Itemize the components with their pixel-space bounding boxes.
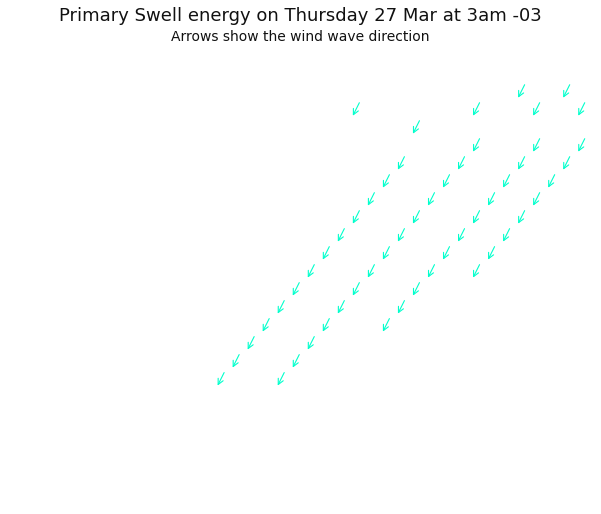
Text: Arrows show the wind wave direction: Arrows show the wind wave direction xyxy=(171,30,430,44)
Text: Primary Swell energy on Thursday 27 Mar at 3am -03: Primary Swell energy on Thursday 27 Mar … xyxy=(59,7,542,25)
